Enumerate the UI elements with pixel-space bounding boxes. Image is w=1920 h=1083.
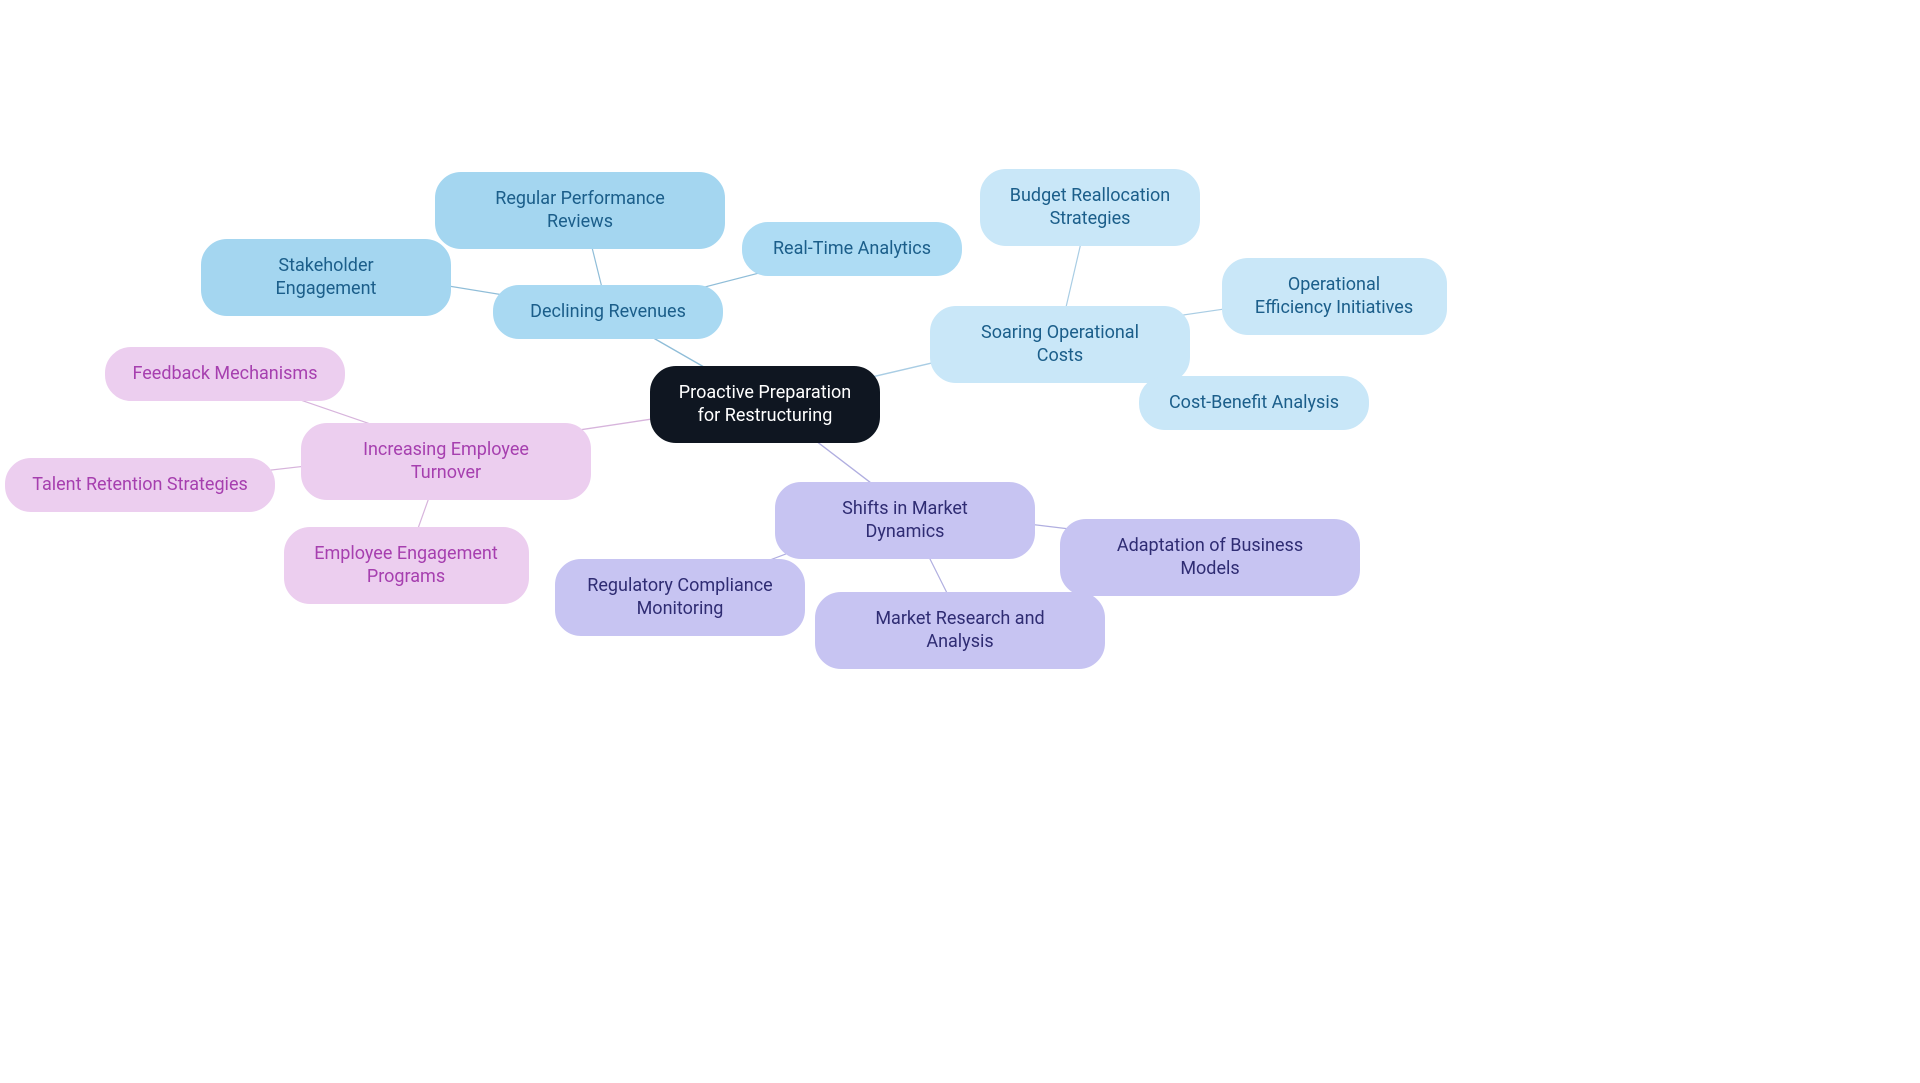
node-label: Soaring Operational Costs [957, 321, 1163, 368]
node-decl_b: Real-Time Analytics [742, 222, 962, 276]
node-label: Employee Engagement Programs [311, 542, 502, 589]
node-label: Regular Performance Reviews [462, 187, 698, 234]
node-soar_a: Budget Reallocation Strategies [980, 169, 1200, 246]
node-label: Shifts in Market Dynamics [802, 497, 1008, 544]
node-label: Increasing Employee Turnover [328, 438, 564, 485]
node-turn_a: Feedback Mechanisms [105, 347, 345, 401]
node-label: Adaptation of Business Models [1087, 534, 1333, 581]
node-decl: Declining Revenues [493, 285, 723, 339]
node-label: Real-Time Analytics [773, 237, 931, 260]
node-turn_c: Employee Engagement Programs [284, 527, 529, 604]
node-label: Stakeholder Engagement [228, 254, 424, 301]
mindmap-canvas: Proactive Preparation for Restructuring D… [0, 0, 1920, 1083]
node-turn: Increasing Employee Turnover [301, 423, 591, 500]
node-label: Declining Revenues [530, 300, 686, 323]
node-shift: Shifts in Market Dynamics [775, 482, 1035, 559]
node-label: Operational Efficiency Initiatives [1249, 273, 1420, 320]
node-decl_a: Regular Performance Reviews [435, 172, 725, 249]
node-label: Budget Reallocation Strategies [1007, 184, 1173, 231]
node-label: Regulatory Compliance Monitoring [582, 574, 778, 621]
node-root: Proactive Preparation for Restructuring [650, 366, 880, 443]
node-turn_b: Talent Retention Strategies [5, 458, 275, 512]
node-label: Cost-Benefit Analysis [1169, 391, 1339, 414]
node-decl_c: Stakeholder Engagement [201, 239, 451, 316]
node-soar_c: Cost-Benefit Analysis [1139, 376, 1369, 430]
node-soar_b: Operational Efficiency Initiatives [1222, 258, 1447, 335]
node-shift_b: Market Research and Analysis [815, 592, 1105, 669]
node-label: Proactive Preparation for Restructuring [677, 381, 853, 428]
node-shift_c: Adaptation of Business Models [1060, 519, 1360, 596]
node-label: Talent Retention Strategies [32, 473, 248, 496]
node-shift_a: Regulatory Compliance Monitoring [555, 559, 805, 636]
node-soar: Soaring Operational Costs [930, 306, 1190, 383]
node-label: Feedback Mechanisms [133, 362, 318, 385]
node-label: Market Research and Analysis [842, 607, 1078, 654]
